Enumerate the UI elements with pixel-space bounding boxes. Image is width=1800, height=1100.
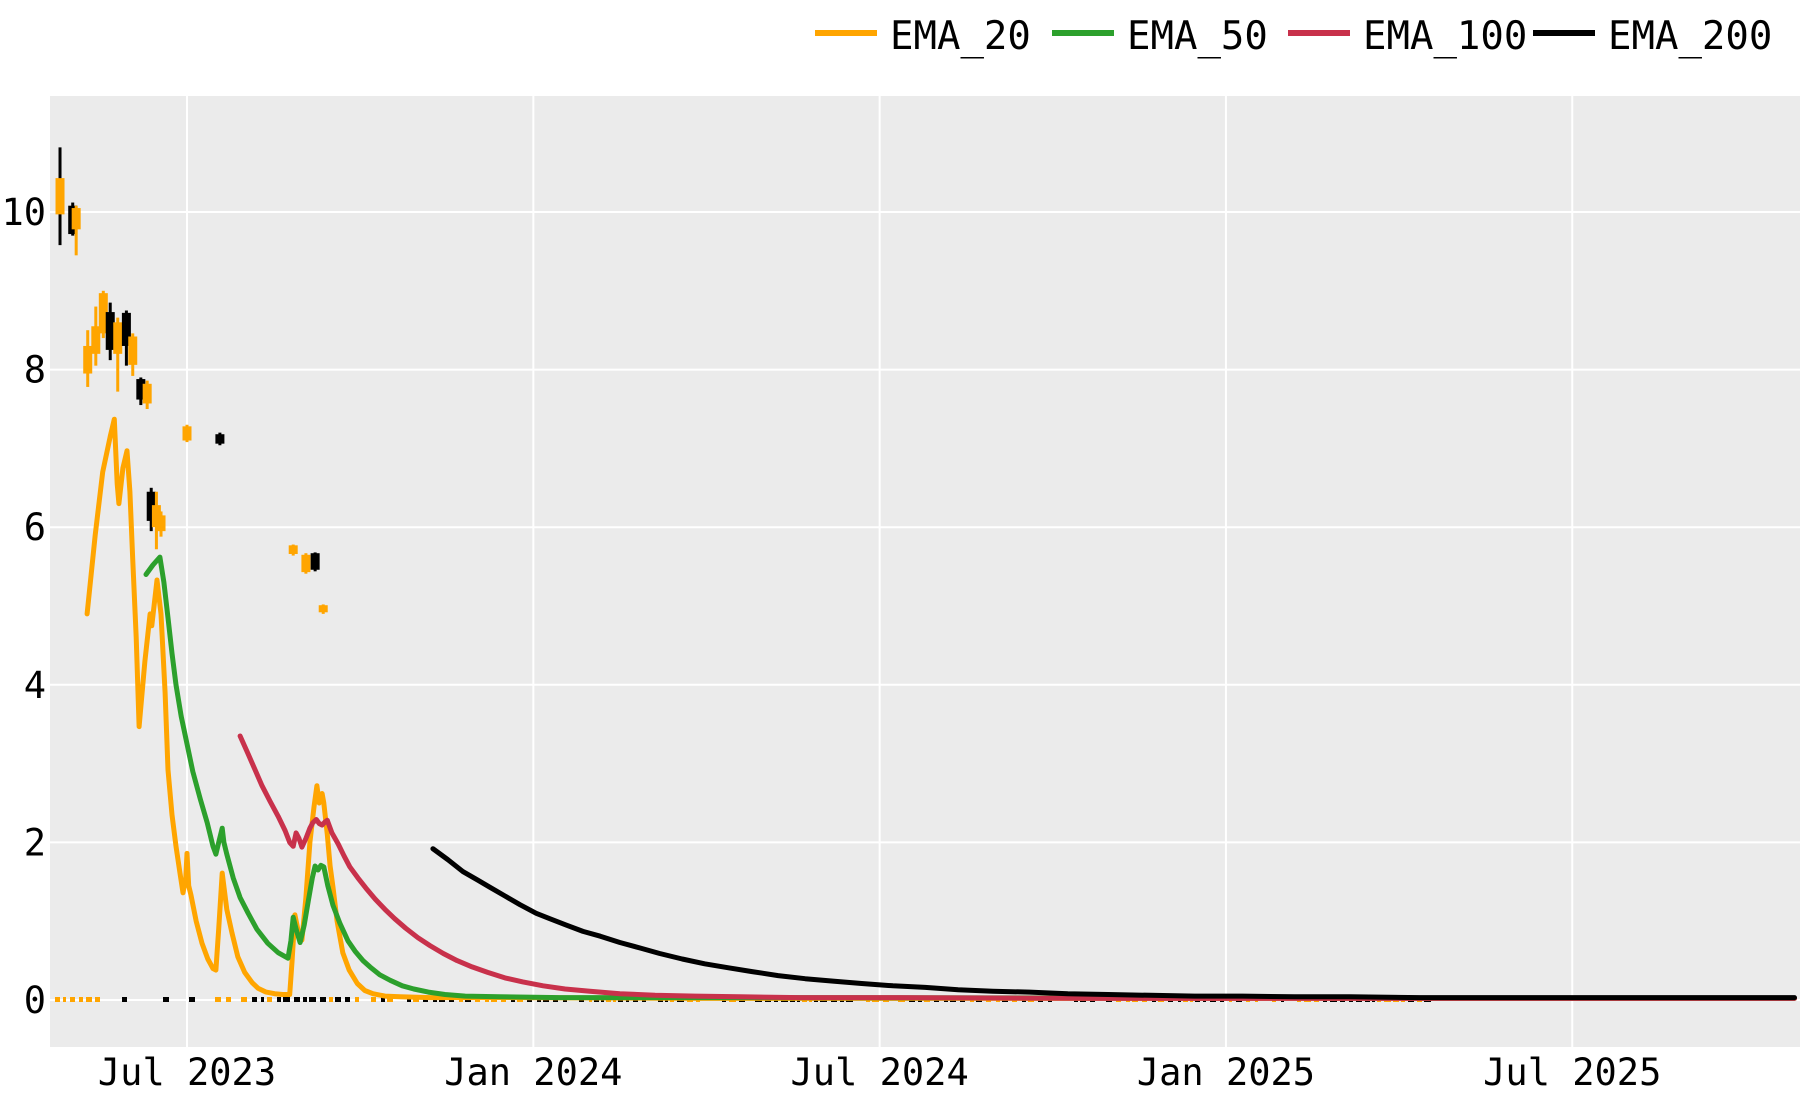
zero-dash <box>294 997 300 1002</box>
candle-body <box>182 426 192 441</box>
candle-body <box>318 605 328 613</box>
candle-body <box>91 326 101 354</box>
zero-dash <box>163 997 169 1002</box>
zero-dash <box>387 997 393 1002</box>
zero-dash <box>329 997 333 1002</box>
y-tick-label: 0 <box>24 979 46 1022</box>
legend-label-EMA_20: EMA_20 <box>890 14 1031 59</box>
series-line-EMA_50 <box>143 554 1797 1001</box>
zero-dash <box>55 997 60 1002</box>
zero-dash <box>189 997 195 1002</box>
zero-dash <box>252 997 257 1002</box>
zero-dash <box>381 997 385 1002</box>
zero-dash <box>267 997 272 1002</box>
candle-body <box>128 336 138 365</box>
y-tick-label: 6 <box>24 506 46 549</box>
x-tick-label: Jan 2024 <box>444 1051 622 1094</box>
candle-body <box>151 505 161 528</box>
x-tick-label: Jan 2025 <box>1137 1051 1315 1094</box>
candle-body <box>98 293 108 334</box>
zero-dash <box>70 997 75 1002</box>
candle-body <box>146 491 156 521</box>
zero-dash <box>309 997 316 1002</box>
candle-body <box>136 379 146 400</box>
zero-dash <box>122 997 127 1002</box>
zero-dash <box>283 997 290 1002</box>
x-tick-label: Jul 2024 <box>791 1051 969 1094</box>
zero-dash <box>303 997 307 1002</box>
candle-body <box>288 545 298 554</box>
legend-label-EMA_50: EMA_50 <box>1127 14 1268 59</box>
x-tick-label: Jul 2025 <box>1483 1051 1661 1094</box>
zero-dash <box>241 997 247 1002</box>
candle-body <box>156 515 166 532</box>
candlestick-series <box>55 147 328 614</box>
series-line-EMA_20 <box>84 416 1797 1001</box>
zero-dash <box>277 997 281 1002</box>
candle-body <box>55 178 65 215</box>
zero-dash <box>335 997 341 1002</box>
zero-dash <box>371 997 376 1002</box>
candle-body <box>301 554 311 573</box>
zero-dash <box>261 997 264 1002</box>
legend-label-EMA_200: EMA_200 <box>1608 14 1772 59</box>
candle-body <box>310 553 320 570</box>
y-tick-label: 2 <box>24 821 46 864</box>
plot-background <box>50 96 1800 1047</box>
x-tick-label: Jul 2023 <box>98 1051 276 1094</box>
series-line-EMA_200 <box>430 846 1797 1001</box>
y-tick-label: 4 <box>24 664 46 707</box>
legend-label-EMA_100: EMA_100 <box>1363 14 1527 59</box>
ema-line-series <box>84 416 1797 1001</box>
y-tick-label: 8 <box>24 349 46 392</box>
series-line-EMA_100 <box>237 733 1797 1001</box>
zero-dash <box>355 997 359 1002</box>
candle-body <box>121 312 131 346</box>
zero-dash <box>320 997 326 1002</box>
zero-dash <box>79 997 83 1002</box>
zero-dash <box>95 997 100 1002</box>
candle-body <box>142 383 152 404</box>
zero-dash <box>226 997 231 1002</box>
zero-dash <box>215 997 221 1002</box>
x-axis-tick-labels: Jul 2023 Jan 2024 Jul 2024 Jan 2025 Jul 2025 <box>98 1051 1661 1094</box>
candle-body <box>113 322 123 354</box>
legend: EMA_20 EMA_50 EMA_100 EMA_200 <box>815 14 1772 59</box>
zero-dash <box>86 997 92 1002</box>
y-tick-label: 10 <box>1 191 46 234</box>
candle-body <box>83 345 93 374</box>
candle-body <box>215 434 225 444</box>
zero-dash <box>63 997 66 1002</box>
zero-dash <box>345 997 350 1002</box>
candle-body <box>105 312 115 350</box>
y-axis-tick-labels: 0 2 4 6 8 10 <box>1 191 46 1022</box>
candle-body <box>71 208 81 230</box>
